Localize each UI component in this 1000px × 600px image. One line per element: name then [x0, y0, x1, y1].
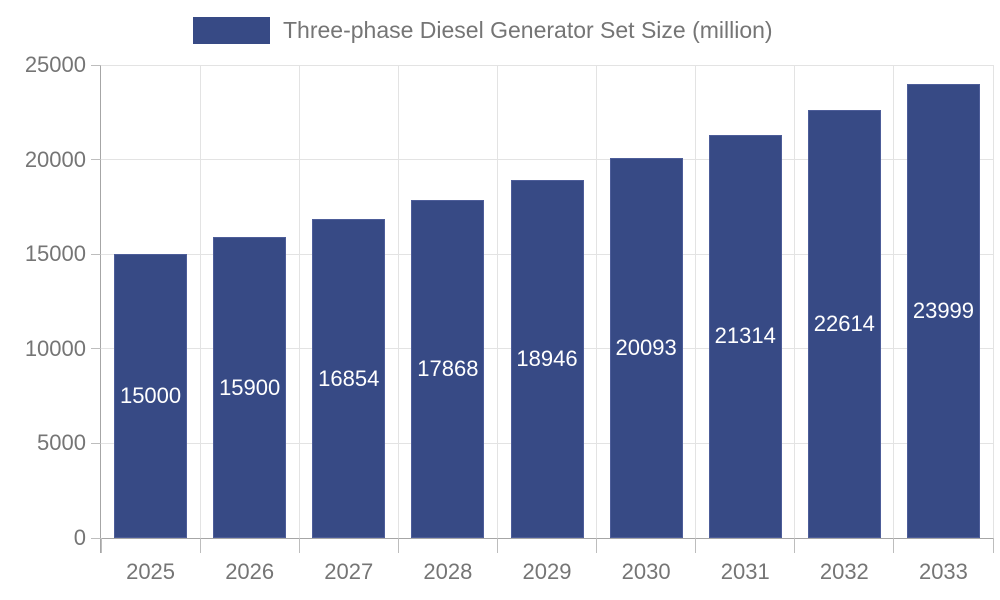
y-axis-label: 25000: [24, 52, 86, 77]
v-gridline: [496, 65, 498, 538]
y-tick: [91, 442, 101, 444]
y-axis-label: 10000: [24, 335, 86, 361]
y-axis-label: 5000: [37, 430, 86, 456]
x-tick: [298, 538, 300, 553]
bar-value-label: 16854: [318, 365, 380, 391]
legend-item[interactable]: Three-phase Diesel Generator Set Size (m…: [193, 17, 773, 44]
x-tick: [397, 538, 399, 553]
v-gridline: [199, 65, 201, 538]
x-tick: [496, 538, 498, 553]
bar[interactable]: 15900: [213, 237, 287, 538]
y-tick: [91, 537, 101, 539]
bar[interactable]: 21314: [708, 134, 782, 538]
bar-value-label: 17868: [417, 355, 479, 381]
legend-swatch-icon: [193, 17, 270, 44]
x-tick: [596, 538, 598, 553]
v-gridline: [596, 65, 598, 538]
x-tick: [794, 538, 796, 553]
x-tick: [893, 538, 895, 553]
x-axis-label: 2026: [225, 559, 275, 584]
y-tick: [91, 348, 101, 350]
y-axis-label: 15000: [24, 241, 86, 267]
bar[interactable]: 23999: [906, 83, 980, 538]
legend-label: Three-phase Diesel Generator Set Size (m…: [283, 17, 773, 43]
y-tick: [91, 253, 101, 255]
bar-value-label: 18946: [516, 345, 578, 371]
x-axis-label: 2032: [819, 559, 869, 584]
y-axis-label: 20000: [24, 146, 86, 172]
v-gridline: [298, 65, 300, 538]
v-gridline: [794, 65, 796, 538]
bar[interactable]: 16854: [312, 219, 386, 538]
bar[interactable]: 22614: [807, 110, 881, 538]
y-tick: [91, 159, 101, 161]
v-gridline: [695, 65, 697, 538]
x-axis-label: 2028: [423, 559, 473, 584]
bar-value-label: 21314: [714, 323, 776, 349]
x-axis-label: 2031: [720, 559, 770, 584]
bar[interactable]: 15000: [114, 254, 188, 538]
bar[interactable]: 20093: [609, 157, 683, 538]
x-tick: [695, 538, 697, 553]
h-gridline: [101, 159, 993, 161]
x-axis-label: 2033: [918, 559, 968, 584]
x-axis-line: [91, 538, 993, 539]
v-gridline: [397, 65, 399, 538]
x-tick: [100, 538, 102, 553]
x-axis-label: 2030: [621, 559, 671, 584]
bar-value-label: 20093: [615, 334, 677, 360]
x-tick: [992, 538, 994, 553]
bar-value-label: 23999: [912, 297, 975, 323]
x-tick: [199, 538, 201, 553]
y-axis-line: [100, 65, 101, 553]
bar-value-label: 22614: [813, 311, 875, 337]
x-axis-label: 2027: [324, 559, 374, 584]
x-axis-label: 2025: [126, 559, 176, 584]
y-axis-label: 0: [73, 525, 86, 550]
bar[interactable]: 17868: [411, 199, 485, 538]
bar-value-label: 15000: [119, 383, 182, 409]
v-gridline: [893, 65, 895, 538]
y-tick: [91, 64, 101, 66]
h-gridline: [101, 64, 993, 66]
bar[interactable]: 18946: [510, 179, 584, 538]
x-axis-label: 2029: [522, 559, 572, 584]
bar-value-label: 15900: [219, 374, 281, 400]
v-gridline: [992, 65, 994, 538]
